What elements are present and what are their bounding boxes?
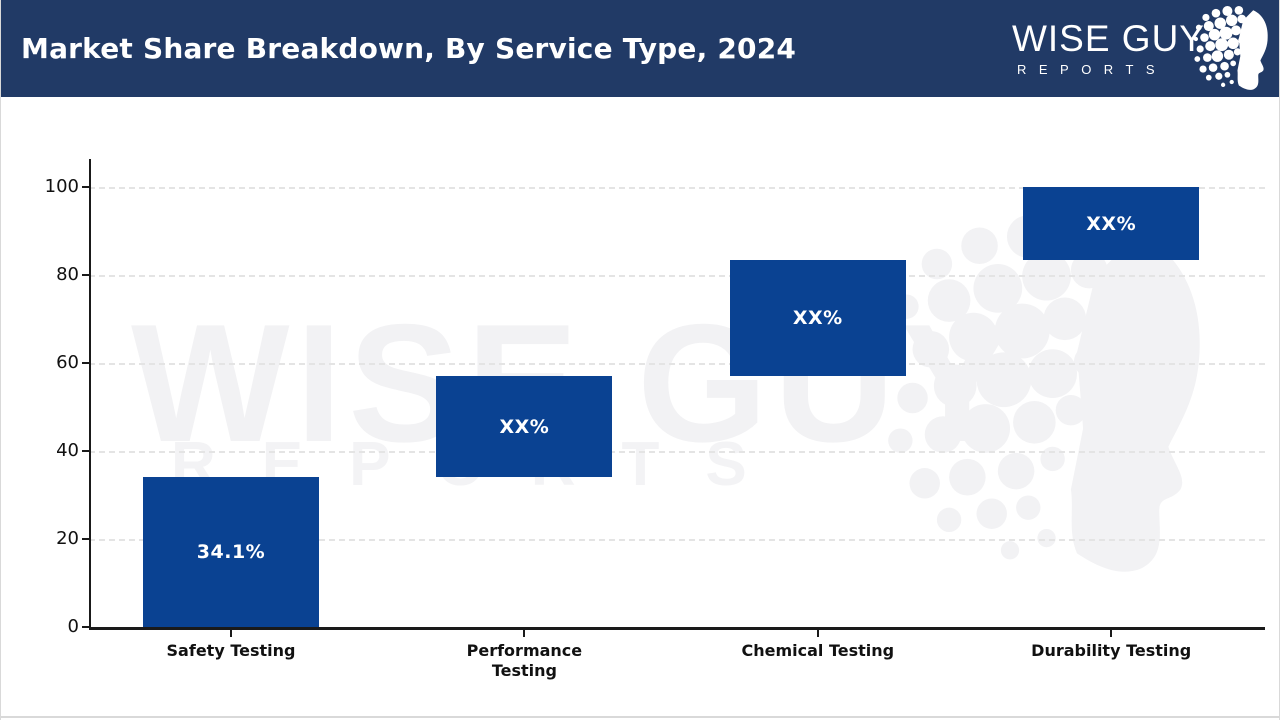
y-tick-label: 100	[44, 176, 79, 197]
bar-value-label: XX%	[1086, 212, 1137, 235]
y-tick-label: 20	[56, 528, 79, 549]
y-tick-label: 80	[56, 264, 79, 285]
logo-wordmark: WISE GUY	[1011, 18, 1205, 60]
bottom-border	[1, 716, 1279, 718]
bar-value-label: 34.1%	[196, 540, 266, 563]
y-tick-mark	[82, 626, 89, 628]
x-tick-mark	[230, 629, 232, 637]
y-tick-label: 60	[56, 352, 79, 373]
bar-segment-safety-testing: 34.1%	[143, 476, 319, 627]
y-tick-mark	[82, 538, 89, 540]
gridline	[89, 451, 1265, 453]
y-tick-label: 40	[56, 440, 79, 461]
x-axis-line	[89, 627, 1265, 630]
bar-segment-durability-testing: XX%	[1023, 187, 1200, 261]
bar-value-label: XX%	[499, 415, 550, 438]
y-tick-mark	[82, 186, 89, 188]
gridline	[89, 539, 1265, 541]
x-tick-mark	[523, 629, 526, 637]
x-category-label: Safety Testing	[166, 641, 296, 660]
x-category-label: Performance Testing	[466, 641, 583, 680]
plot: 0 20 40 60 80 100 34.1% XX% XX% XX% Safety Testing…	[1, 97, 1279, 717]
x-tick-mark	[816, 629, 819, 637]
chart-title: Market Share Breakdown, By Service Type,…	[21, 32, 797, 65]
y-tick-mark	[82, 274, 89, 276]
y-axis-line	[89, 159, 91, 629]
logo-subtitle: REPORTS	[1016, 61, 1168, 77]
y-tick-label: 0	[67, 616, 79, 637]
logo-text: WISE GUY REPORTS	[1011, 18, 1205, 77]
x-tick-mark	[1110, 629, 1113, 637]
chart-area: WISE GUY REPORTS 02040608010034.1%XX%XX%…	[1, 97, 1279, 717]
x-category-label: Durability Testing	[1031, 641, 1192, 660]
bar-value-label: XX%	[792, 307, 843, 330]
gridline	[89, 363, 1265, 365]
header: Market Share Breakdown, By Service Type,…	[1, 0, 1279, 97]
y-tick-mark	[82, 362, 89, 364]
wise-guy-reports-logo: WISE GUY REPORTS	[1012, 6, 1271, 92]
gridline	[89, 187, 1265, 189]
x-category-label: Chemical Testing	[741, 641, 895, 660]
bar-segment-performance-testing: XX%	[436, 376, 613, 477]
y-tick-mark	[82, 450, 89, 452]
gridline	[89, 275, 1265, 277]
bar-segment-chemical-testing: XX%	[729, 260, 906, 377]
